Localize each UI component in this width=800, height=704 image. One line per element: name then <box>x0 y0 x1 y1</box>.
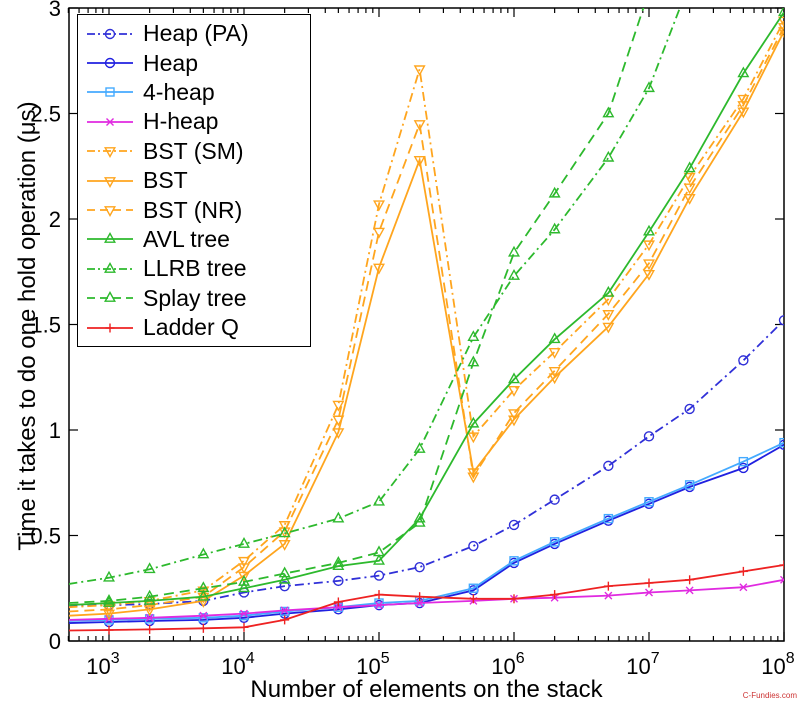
legend-label-bst-nr: BST (NR) <box>143 196 243 223</box>
series-splay-tree <box>69 8 645 605</box>
y-tick-label: 2.5 <box>30 102 61 127</box>
legend-item-h-heap: H-heap <box>86 107 300 136</box>
x-tick-label: 104 <box>221 650 254 679</box>
legend-item-bst: BST <box>86 166 300 195</box>
series-h-heap <box>69 575 784 623</box>
x-tick-label: 105 <box>356 650 389 679</box>
legend-label-avl-tree: AVL tree <box>143 225 230 252</box>
legend-item-splay-tree: Splay tree <box>86 284 300 313</box>
plot-area <box>69 8 784 635</box>
x-tick-label: 108 <box>761 650 794 679</box>
x-tick-label: 106 <box>491 650 524 679</box>
x-tick-label: 107 <box>626 650 659 679</box>
legend-label-splay-tree: Splay tree <box>143 284 247 311</box>
legend-sample-bst-nr <box>87 206 133 217</box>
legend-item-bst-nr: BST (NR) <box>86 195 300 224</box>
legend-sample-splay-tree <box>87 291 133 303</box>
legend-item-bst-sm: BST (SM) <box>86 137 300 166</box>
legend-sample-bst <box>87 176 133 188</box>
legend-label-heap-pa: Heap (PA) <box>143 20 249 47</box>
legend-label-4-heap: 4-heap <box>143 78 215 105</box>
legend-sample-ladder-q <box>87 323 133 333</box>
legend: Heap (PA) Heap 4-heap H-heap BST (SM) BST BST … <box>77 14 311 348</box>
legend-item-ladder-q: Ladder Q <box>86 313 300 342</box>
series-heap-pa <box>69 315 784 611</box>
watermark-text: C-Fundies.com <box>742 691 797 700</box>
legend-label-bst-sm: BST (SM) <box>143 137 244 164</box>
legend-sample-4-heap <box>87 87 133 98</box>
legend-sample-bst-sm <box>87 147 133 159</box>
legend-label-heap: Heap <box>143 49 198 76</box>
legend-sample-llrb-tree <box>87 261 133 273</box>
legend-sample-heap-pa <box>87 28 133 39</box>
y-axis-label: Time it takes to do one hold operation (… <box>14 101 41 551</box>
legend-label-h-heap: H-heap <box>143 108 219 135</box>
series-bst-nr <box>69 23 784 617</box>
legend-sample-h-heap <box>87 117 133 126</box>
legend-item-llrb-tree: LLRB tree <box>86 254 300 283</box>
legend-label-bst: BST <box>143 167 188 194</box>
y-tick-label: 1.5 <box>30 313 61 338</box>
legend-item-4-heap: 4-heap <box>86 78 300 107</box>
series-llrb-tree <box>69 8 681 585</box>
legend-item-heap-pa: Heap (PA) <box>86 19 300 48</box>
legend-item-heap: Heap <box>86 48 300 77</box>
y-tick-label: 0.5 <box>30 524 61 549</box>
legend-label-ladder-q: Ladder Q <box>143 314 239 341</box>
x-tick-label: 103 <box>86 650 119 679</box>
legend-label-llrb-tree: LLRB tree <box>143 255 247 282</box>
y-tick-label: 0 <box>49 629 61 654</box>
legend-sample-avl-tree <box>87 232 133 244</box>
x-axis-label: Number of elements on the stack <box>250 676 603 703</box>
legend-item-avl-tree: AVL tree <box>86 225 300 254</box>
y-tick-label: 3 <box>49 0 61 21</box>
y-tick-label: 1 <box>49 418 61 443</box>
legend-sample-heap <box>87 57 133 69</box>
y-tick-label: 2 <box>49 207 61 232</box>
series-ladder-q <box>69 560 784 635</box>
